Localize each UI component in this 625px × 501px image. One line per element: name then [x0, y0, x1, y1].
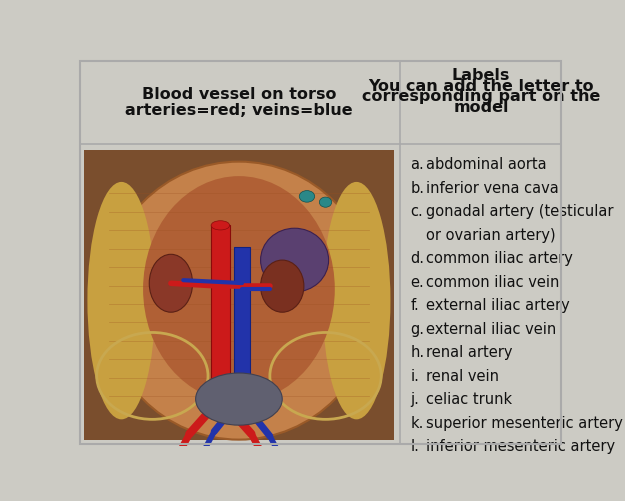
Text: renal vein: renal vein: [426, 368, 499, 383]
Ellipse shape: [103, 162, 375, 440]
Text: e.: e.: [411, 274, 424, 289]
Text: Blood vessel on torso: Blood vessel on torso: [142, 87, 336, 102]
Text: d.: d.: [411, 250, 424, 266]
Text: gonadal artery (testicular: gonadal artery (testicular: [426, 204, 614, 219]
Text: g.: g.: [411, 321, 424, 336]
Text: a.: a.: [411, 157, 424, 172]
Ellipse shape: [211, 221, 229, 230]
Ellipse shape: [322, 182, 391, 419]
Text: k.: k.: [411, 415, 424, 430]
Ellipse shape: [88, 182, 156, 419]
Ellipse shape: [261, 261, 304, 313]
Text: arteries=red; veins=blue: arteries=red; veins=blue: [125, 103, 352, 118]
Text: You can add the letter to: You can add the letter to: [368, 79, 594, 94]
Bar: [211, 226, 229, 405]
Text: common iliac artery: common iliac artery: [426, 250, 573, 266]
Text: inferior mesenteric artery: inferior mesenteric artery: [426, 438, 615, 453]
Text: abdominal aorta: abdominal aorta: [426, 157, 547, 172]
Text: renal artery: renal artery: [426, 344, 512, 359]
Bar: [234, 247, 250, 405]
Text: j.: j.: [411, 391, 419, 406]
Ellipse shape: [261, 229, 329, 293]
Text: corresponding part on the: corresponding part on the: [362, 89, 600, 104]
Ellipse shape: [143, 177, 335, 402]
Text: celiac trunk: celiac trunk: [426, 391, 512, 406]
Text: b.: b.: [411, 180, 424, 195]
Ellipse shape: [319, 198, 332, 208]
Text: superior mesenteric artery: superior mesenteric artery: [426, 415, 623, 430]
Text: model: model: [453, 100, 509, 115]
Text: h.: h.: [411, 344, 425, 359]
Text: inferior vena cava: inferior vena cava: [426, 180, 559, 195]
Text: or ovarian artery): or ovarian artery): [426, 227, 556, 242]
Text: common iliac vein: common iliac vein: [426, 274, 559, 289]
Bar: [84, 151, 394, 440]
Text: c.: c.: [411, 204, 423, 219]
Text: f.: f.: [411, 298, 419, 313]
Text: Labels: Labels: [452, 68, 510, 83]
Text: i.: i.: [411, 368, 419, 383]
Text: external iliac vein: external iliac vein: [426, 321, 556, 336]
Ellipse shape: [196, 373, 282, 425]
Ellipse shape: [299, 191, 315, 203]
Text: l.: l.: [411, 438, 419, 453]
Text: external iliac artery: external iliac artery: [426, 298, 570, 313]
Ellipse shape: [149, 255, 192, 313]
